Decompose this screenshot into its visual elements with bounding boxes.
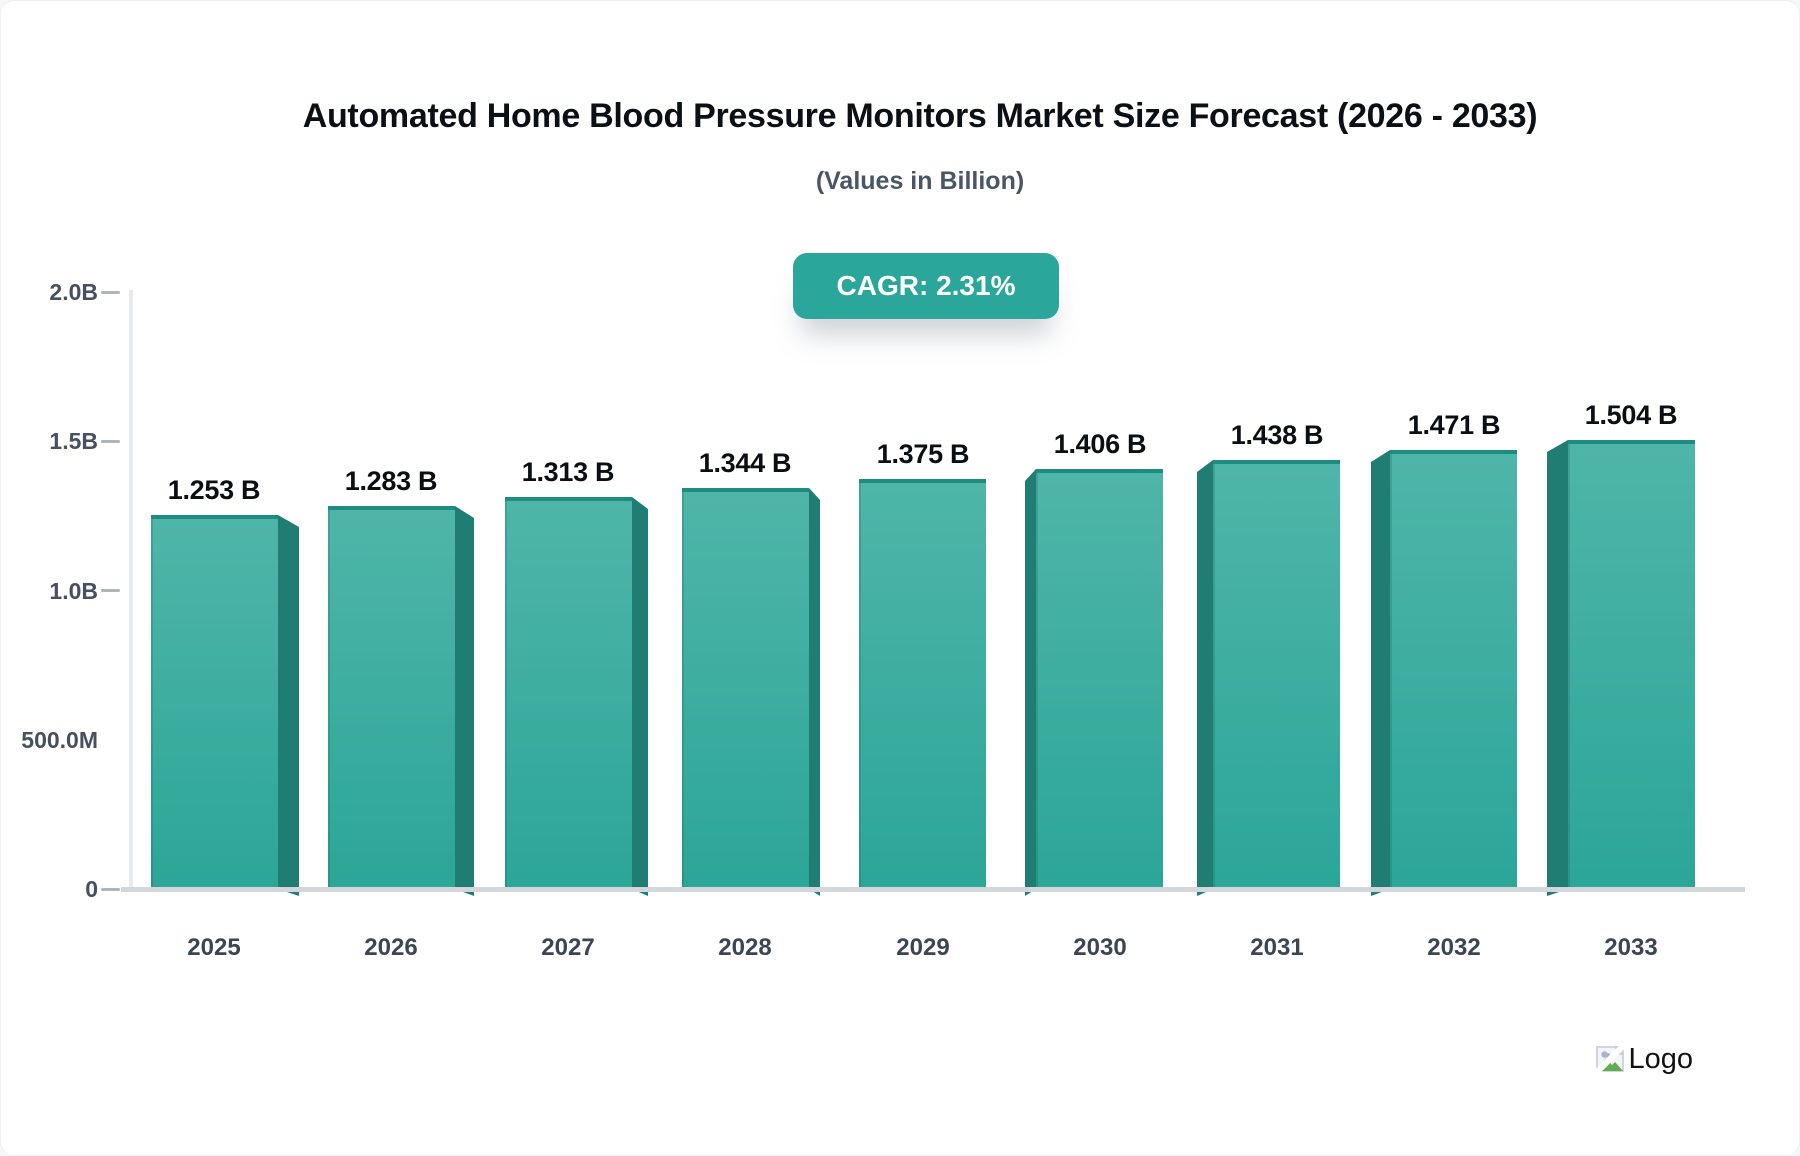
y-tick-dash: [101, 439, 120, 443]
bar-value-label: 1.504 B: [1584, 400, 1678, 430]
y-axis-line: [129, 290, 133, 891]
bar-value-label: 1.438 B: [1230, 420, 1324, 450]
x-axis-label-2025: 2025: [187, 934, 241, 961]
bar-value-label: 1.283 B: [344, 466, 438, 496]
y-tick-dash: [101, 887, 120, 891]
bar-2026[interactable]: [328, 506, 455, 889]
bar-2028[interactable]: [682, 488, 809, 889]
bar-2025[interactable]: [151, 515, 278, 889]
bar-2029[interactable]: [859, 479, 986, 889]
bar-side-face-2032: [1371, 450, 1390, 896]
x-axis-baseline: [121, 887, 1745, 892]
bar-side-face-2030: [1025, 469, 1036, 896]
x-axis-label-2028: 2028: [718, 934, 772, 961]
bar-value-label: 1.471 B: [1407, 410, 1501, 440]
bar-2031[interactable]: [1213, 460, 1340, 889]
x-axis-label-2027: 2027: [541, 934, 595, 961]
bar-2027[interactable]: [505, 497, 632, 889]
x-axis-label-2029: 2029: [896, 934, 950, 961]
broken-image-icon: [1593, 1043, 1627, 1076]
cagr-badge: CAGR: 2.31%: [793, 253, 1059, 319]
x-axis-label-2031: 2031: [1250, 934, 1304, 961]
bar-value-label: 1.253 B: [167, 475, 261, 505]
x-axis-label-2033: 2033: [1604, 934, 1658, 961]
bar-2030[interactable]: [1036, 469, 1163, 889]
y-tick-label: 1.0B: [49, 577, 98, 604]
chart-title: Automated Home Blood Pressure Monitors M…: [302, 97, 1538, 135]
bar-value-label: 1.406 B: [1053, 429, 1147, 459]
y-tick-label: 2.0B: [49, 279, 98, 305]
logo-alt-text: Logo: [1628, 1042, 1693, 1075]
y-tick-label: 0: [85, 876, 98, 902]
bar-2033[interactable]: [1568, 440, 1695, 889]
bar-side-face-2028: [809, 488, 820, 896]
x-axis-label-2026: 2026: [364, 934, 418, 961]
bar-2032[interactable]: [1390, 450, 1517, 889]
bar-side-face-2031: [1197, 460, 1213, 896]
bar-side-face-2025: [278, 515, 299, 896]
logo: Logo: [1593, 1037, 1693, 1081]
bar-side-face-2033: [1547, 440, 1568, 896]
bar-value-label: 1.344 B: [698, 448, 792, 478]
chart-subtitle: (Values in Billion): [815, 167, 1025, 195]
bar-value-label: 1.313 B: [521, 457, 615, 487]
x-axis-label-2032: 2032: [1427, 934, 1481, 961]
x-axis-label-2030: 2030: [1073, 934, 1127, 961]
bar-value-label: 1.375 B: [876, 439, 970, 469]
y-tick-dash: [101, 589, 120, 592]
y-tick-label: 1.5B: [49, 428, 98, 455]
bar-side-face-2026: [455, 506, 474, 896]
y-tick-dash: [101, 290, 120, 294]
bar-side-face-2027: [632, 497, 648, 896]
y-tick-label: 500.0M: [21, 726, 98, 753]
